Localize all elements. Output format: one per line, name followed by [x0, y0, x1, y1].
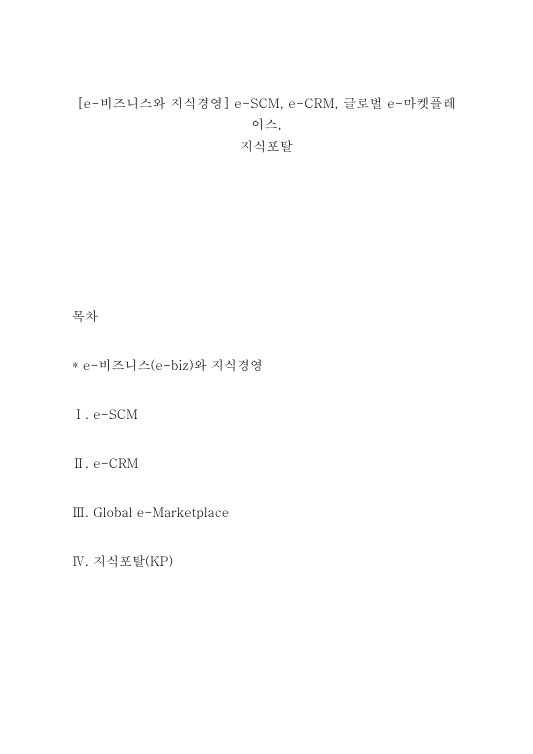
- toc-item-3: Ⅲ. Global e-Marketplace: [72, 502, 461, 521]
- title-line-2: 지식포탈: [72, 135, 461, 156]
- toc-item-1: Ⅰ. e-SCM: [72, 404, 461, 423]
- toc-item-4: Ⅳ. 지식포탈(KP): [72, 551, 461, 570]
- document-page: [e-비즈니스와 지식경영] e-SCM, e-CRM, 글로벌 e-마켓플레이…: [0, 0, 533, 640]
- toc-heading: 목차: [72, 306, 461, 325]
- title-block: [e-비즈니스와 지식경영] e-SCM, e-CRM, 글로벌 e-마켓플레이…: [72, 92, 461, 156]
- toc-subtitle: * e-비즈니스(e-biz)와 지식경영: [72, 355, 461, 374]
- toc-item-2: Ⅱ. e-CRM: [72, 453, 461, 472]
- title-line-1: [e-비즈니스와 지식경영] e-SCM, e-CRM, 글로벌 e-마켓플레이…: [72, 92, 461, 135]
